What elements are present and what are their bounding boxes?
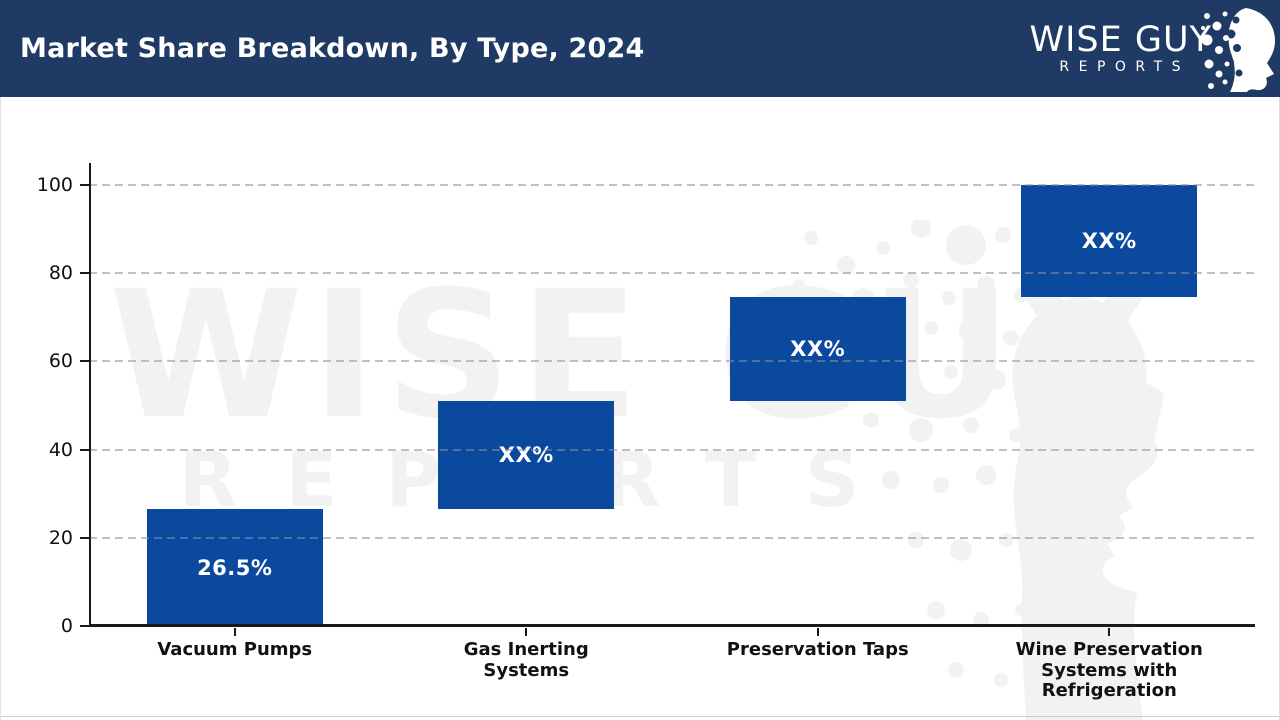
x-category-label-line: Vacuum Pumps bbox=[157, 639, 313, 660]
y-tick-label: 0 bbox=[60, 615, 73, 637]
x-tick-mark bbox=[816, 628, 819, 636]
gridline bbox=[89, 184, 1255, 187]
gridline bbox=[89, 360, 1255, 363]
x-axis-spine bbox=[89, 624, 1255, 627]
x-category-label: Gas Inerting Systems bbox=[376, 639, 676, 681]
plot-area: 0 20 40 60 80 100 26.5% Vacuum Pumps XX% Gas Iner… bbox=[37, 163, 1255, 701]
x-category-label: Wine Preservation Systems with Refrigerati… bbox=[959, 639, 1259, 702]
bar-value-label: XX% bbox=[498, 443, 554, 468]
brand-logo: WISE GUY REPORTS bbox=[1029, 0, 1278, 97]
x-tick-mark bbox=[525, 628, 528, 636]
logo-subtext: REPORTS bbox=[1059, 59, 1191, 75]
bar: 26.5% bbox=[146, 509, 323, 626]
y-tick-label: 80 bbox=[48, 262, 73, 285]
y-tick-mark bbox=[80, 536, 89, 539]
y-tick-label: 100 bbox=[36, 174, 73, 197]
bar-value-label: XX% bbox=[1081, 229, 1137, 254]
dotted-head-profile-icon bbox=[1201, 7, 1275, 92]
x-tick-mark bbox=[233, 628, 236, 636]
logo-wordmark: WISE GUY bbox=[1029, 20, 1212, 60]
bar-value-label: XX% bbox=[790, 337, 846, 362]
x-category-label-line: Wine Preservation bbox=[1015, 639, 1203, 660]
x-category-label-line: Systems bbox=[483, 659, 570, 681]
bar: XX% bbox=[729, 297, 906, 402]
bar: XX% bbox=[1021, 185, 1198, 298]
y-tick-mark bbox=[80, 625, 89, 627]
watermark-head-graphic bbox=[793, 220, 1164, 720]
gridline bbox=[89, 448, 1255, 451]
x-category-label: Vacuum Pumps bbox=[85, 639, 385, 661]
bar-value-label: 26.5% bbox=[197, 555, 273, 580]
gridline bbox=[89, 536, 1255, 539]
chart-area: WISE GUY REPORTS bbox=[0, 97, 1280, 720]
x-category-label-line: Gas Inerting bbox=[463, 639, 589, 660]
x-category-label: Preservation Taps bbox=[668, 639, 968, 661]
y-tick-mark bbox=[80, 360, 89, 363]
x-category-label-line: Preservation Taps bbox=[726, 639, 909, 660]
y-axis-spine bbox=[89, 163, 91, 626]
chart-title: Market Share Breakdown, By Type, 2024 bbox=[20, 33, 645, 64]
y-tick-mark bbox=[80, 448, 89, 451]
logo-wordmark-block: WISE GUY REPORTS bbox=[1029, 22, 1212, 75]
y-tick-label: 60 bbox=[48, 350, 73, 373]
header: Market Share Breakdown, By Type, 2024 WI… bbox=[0, 0, 1280, 97]
y-tick-label: 40 bbox=[48, 438, 73, 461]
gridline bbox=[89, 272, 1255, 275]
x-category-label-line: Systems with bbox=[1041, 659, 1178, 681]
x-category-label-line: Refrigeration bbox=[1041, 680, 1177, 701]
y-tick-mark bbox=[80, 272, 89, 275]
x-tick-mark bbox=[1108, 628, 1111, 636]
y-tick-label: 20 bbox=[48, 526, 73, 549]
bar: XX% bbox=[438, 401, 615, 510]
y-tick-mark bbox=[80, 184, 89, 187]
